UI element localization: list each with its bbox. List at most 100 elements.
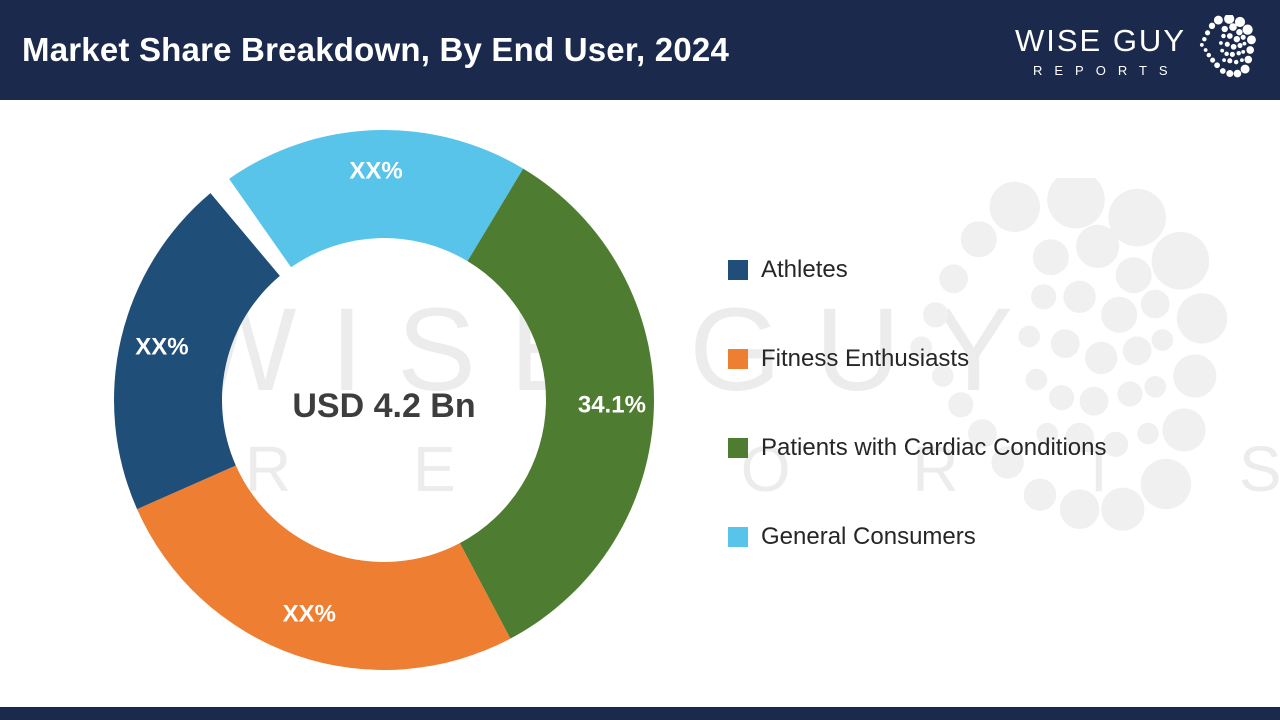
head-dot: [989, 181, 1040, 232]
segment-value-label: XX%: [135, 334, 188, 361]
head-dot: [1199, 43, 1204, 47]
head-dot: [1144, 376, 1166, 398]
head-dot: [1230, 43, 1237, 50]
legend-swatch-general-consumers: [728, 527, 748, 547]
head-dot: [1085, 341, 1118, 375]
head-dot: [1224, 15, 1235, 24]
head-dot: [1219, 41, 1223, 45]
head-dot: [1059, 489, 1100, 529]
legend-item-general-consumers: General Consumers: [728, 523, 1107, 551]
head-dot: [1063, 280, 1096, 313]
head-dot: [1023, 478, 1057, 511]
head-dot: [1237, 43, 1243, 49]
legend-label: Fitness Enthusiasts: [761, 345, 970, 372]
donut-center-value: USD 4.2 Bn: [292, 387, 475, 425]
legend-label: General Consumers: [761, 523, 976, 550]
head-dot: [1203, 48, 1208, 52]
head-dot: [1224, 51, 1229, 57]
head-dot: [1214, 62, 1220, 69]
logo-line2: REPORTS: [1032, 62, 1180, 78]
head-dot: [932, 365, 954, 387]
head-dot: [1236, 29, 1243, 36]
head-dot: [968, 419, 997, 448]
head-dot: [1162, 408, 1206, 452]
segment-value-label: 34.1%: [578, 392, 646, 419]
head-dot: [1140, 458, 1192, 510]
head-dot: [1140, 289, 1170, 319]
head-dot: [1226, 33, 1233, 39]
head-dot: [1076, 224, 1120, 268]
head-dot: [1151, 232, 1210, 290]
head-dot: [1025, 368, 1048, 391]
head-dot: [1241, 50, 1246, 54]
head-dot: [1220, 48, 1225, 53]
head-dot: [1229, 51, 1235, 57]
donut-segment-fitness-enthusiasts: [137, 465, 511, 670]
head-dot: [1210, 57, 1216, 63]
head-dot: [1240, 34, 1246, 40]
head-dot: [1234, 16, 1246, 28]
donut-segment-patients-with-cardiac-conditions: [459, 168, 654, 639]
head-dot: [1221, 25, 1228, 33]
head-dot: [910, 336, 932, 358]
page-title: Market Share Breakdown, By End User, 202…: [22, 31, 730, 68]
head-dot: [1065, 422, 1094, 452]
head-dot: [1047, 178, 1105, 229]
head-dot: [1101, 487, 1145, 531]
head-dot: [1115, 257, 1152, 294]
head-dot: [1227, 58, 1233, 64]
donut-chart: XX% 34.1% XX% XX% USD 4.2 Bn: [114, 130, 654, 670]
head-dot: [1101, 296, 1138, 333]
legend-label: Athletes: [761, 256, 848, 283]
head-dot: [1173, 354, 1217, 398]
head-dot: [1137, 422, 1159, 445]
head-dot: [1229, 23, 1237, 31]
head-dot: [1202, 36, 1207, 42]
head-dot: [1247, 35, 1256, 45]
legend-label: Patients with Cardiac Conditions: [761, 434, 1107, 461]
legend-item-patients-cardiac: Patients with Cardiac Conditions: [728, 434, 1107, 462]
head-dot: [1240, 58, 1244, 63]
head-dot: [1242, 41, 1247, 46]
head-dot: [1036, 422, 1058, 445]
head-dot: [948, 392, 974, 418]
footer-bar: [0, 707, 1280, 720]
head-dot: [1213, 15, 1223, 25]
head-dot: [1222, 58, 1226, 63]
head-dot: [1244, 55, 1253, 64]
head-dot: [1122, 336, 1152, 366]
head-dot: [1049, 385, 1075, 411]
head-dot: [1117, 381, 1143, 407]
logo-wordmark: WISE GUY REPORTS: [1015, 23, 1186, 78]
head-dot: [1233, 69, 1242, 78]
head-dot: [1226, 70, 1234, 78]
head-dot: [1236, 50, 1241, 56]
logo-line1: WISE GUY: [1014, 22, 1186, 58]
head-dot: [1242, 24, 1253, 35]
head-dot: [1151, 329, 1174, 351]
wiseguy-logo: WISE GUY REPORTS: [1015, 15, 1258, 85]
head-dot: [923, 302, 949, 328]
head-dot: [1221, 33, 1226, 39]
head-dot: [1108, 188, 1166, 247]
head-dot: [1219, 68, 1226, 74]
legend-swatch-athletes: [728, 260, 748, 280]
head-dot: [939, 264, 968, 294]
donut-segment-athletes: [114, 193, 280, 510]
head-dot: [1206, 52, 1212, 58]
segment-value-label: XX%: [283, 601, 336, 628]
head-dot: [1205, 30, 1211, 36]
head-dot: [1031, 284, 1057, 310]
head-dot: [1208, 22, 1216, 29]
watermark-head-icon: [910, 178, 1228, 531]
header: Market Share Breakdown, By End User, 202…: [0, 0, 1280, 100]
head-dot: [1240, 64, 1250, 74]
head-dot: [1233, 59, 1239, 65]
donut-segment-general-consumers: [229, 130, 524, 268]
head-dot: [1233, 36, 1240, 43]
head-dot: [1103, 431, 1129, 457]
legend-item-athletes: Athletes: [728, 256, 1107, 284]
head-dot: [1224, 41, 1230, 47]
head-dot: [1176, 293, 1228, 344]
head-dot: [1246, 46, 1254, 54]
